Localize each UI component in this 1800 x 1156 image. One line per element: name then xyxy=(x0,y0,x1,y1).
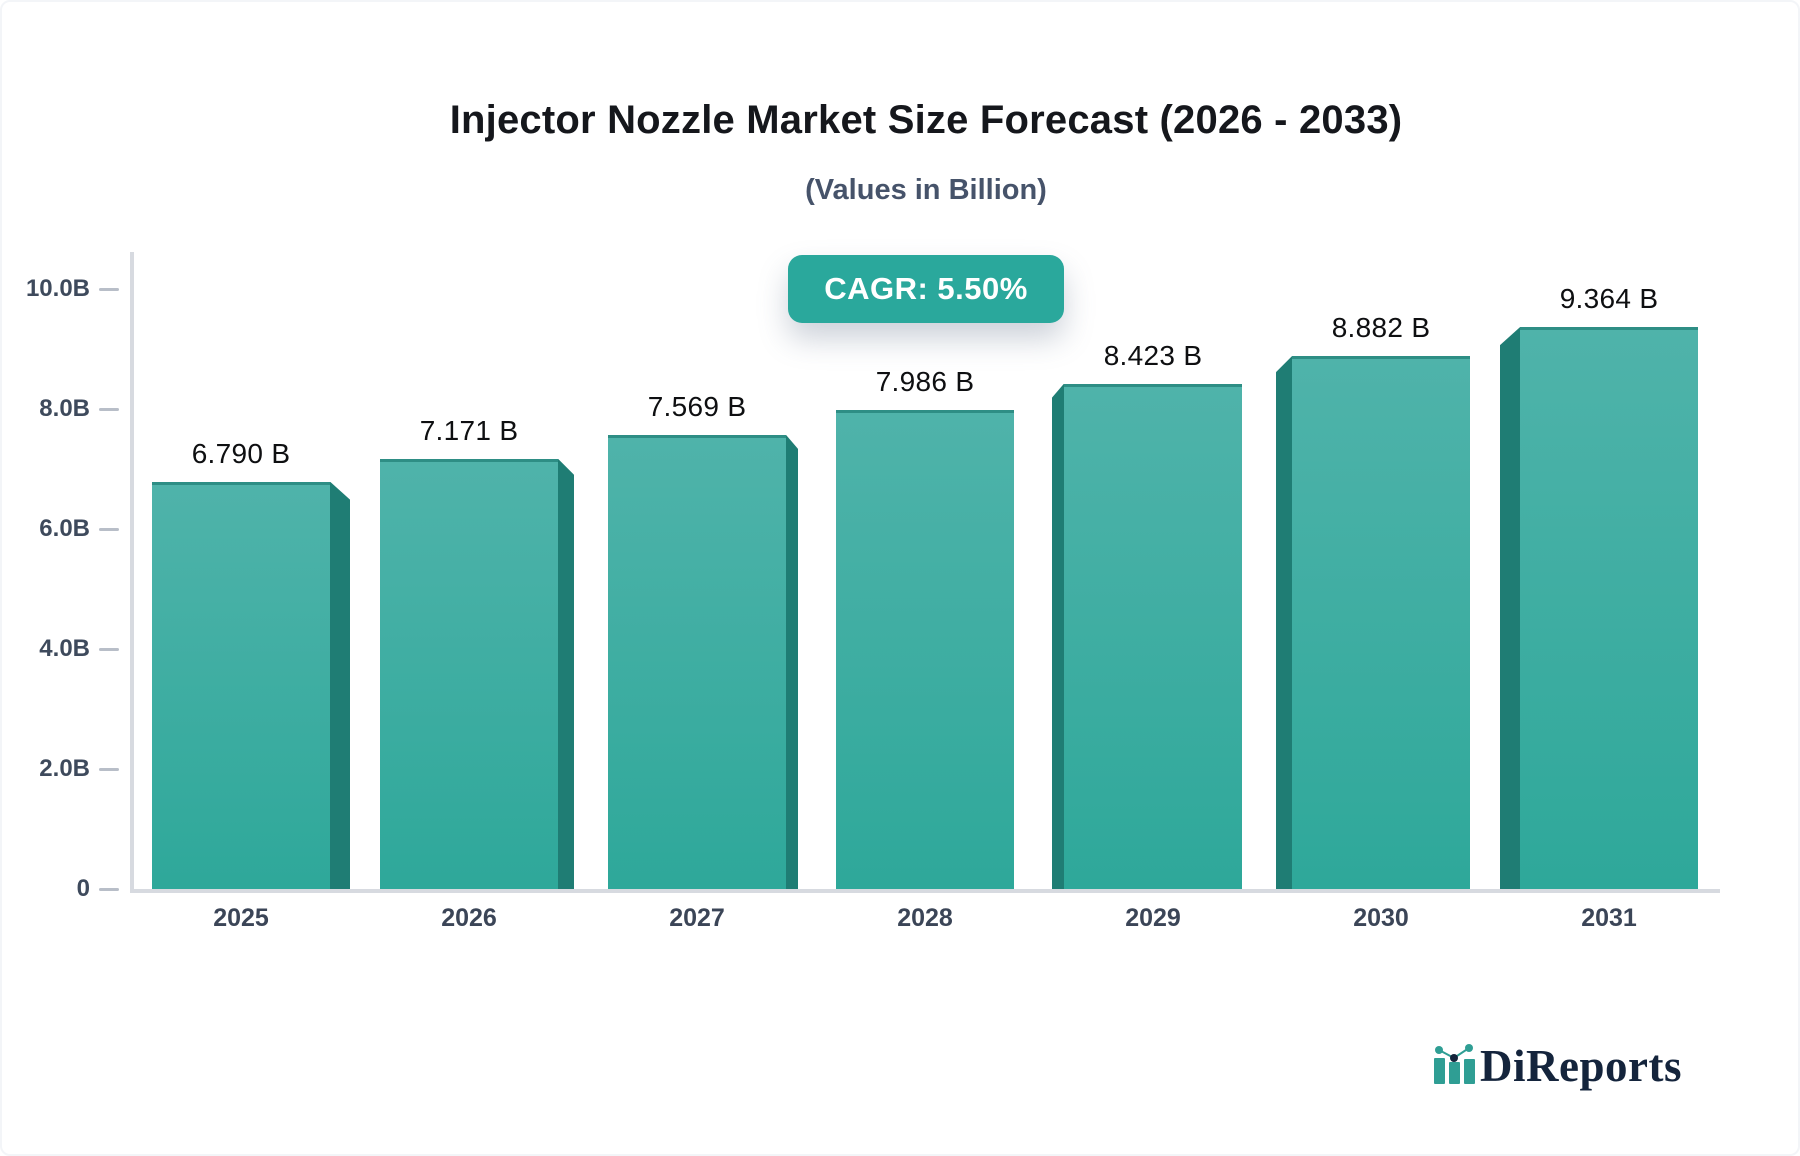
y-tick-label: 0 xyxy=(76,875,90,902)
y-tick-label: 10.0B xyxy=(25,275,90,302)
x-axis-label: 2027 xyxy=(669,904,725,932)
bar-2026 xyxy=(380,458,558,889)
cagr-badge: CAGR: 5.50% xyxy=(788,255,1064,323)
bar-value-label: 7.986 B xyxy=(875,365,975,397)
bar-value-label: 7.171 B xyxy=(419,414,519,446)
y-tick-mark xyxy=(99,288,119,291)
logo-text: DiReports xyxy=(1480,1041,1682,1091)
bar-2028 xyxy=(836,409,1014,889)
bar-2025 xyxy=(152,481,330,889)
bar-2030 xyxy=(1292,356,1470,889)
y-tick-label: 6.0B xyxy=(39,515,90,542)
bar-3d-side xyxy=(786,434,798,889)
y-tick-mark xyxy=(99,768,119,771)
y-axis-line xyxy=(130,252,134,893)
logo-bars-sparkline-icon xyxy=(1434,1044,1475,1084)
x-axis-label: 2028 xyxy=(897,904,953,932)
y-tick-mark xyxy=(99,888,119,891)
chart-title: Injector Nozzle Market Size Forecast (20… xyxy=(449,98,1403,142)
bar-value-label: 7.569 B xyxy=(647,390,747,422)
x-axis-label: 2026 xyxy=(441,904,497,932)
x-axis-label: 2031 xyxy=(1581,904,1637,932)
bar-3d-side xyxy=(1052,383,1064,889)
y-tick-label: 8.0B xyxy=(39,395,90,422)
bar-value-label: 8.882 B xyxy=(1331,312,1431,344)
bar-value-label: 8.423 B xyxy=(1103,339,1203,371)
bar-2027 xyxy=(608,434,786,889)
bar-2029 xyxy=(1064,383,1242,889)
bar-3d-side xyxy=(1500,327,1520,889)
y-tick-mark xyxy=(99,408,119,411)
x-axis-label: 2025 xyxy=(213,904,269,932)
bar-value-label: 6.790 B xyxy=(191,437,291,469)
y-tick-label: 2.0B xyxy=(39,755,90,782)
y-tick-label: 4.0B xyxy=(39,635,90,662)
y-tick-mark xyxy=(99,528,119,531)
bar-2031 xyxy=(1520,327,1698,889)
bar-3d-side xyxy=(1276,356,1292,889)
x-axis-label: 2030 xyxy=(1353,904,1409,932)
x-axis-line xyxy=(130,889,1720,893)
chart-subtitle: (Values in Billion) xyxy=(805,174,1047,206)
x-axis-label: 2029 xyxy=(1125,904,1181,932)
bar-value-label: 9.364 B xyxy=(1559,283,1659,315)
bar-3d-side xyxy=(330,481,350,889)
direports-logo: DiReports xyxy=(1434,1040,1704,1110)
y-tick-mark xyxy=(99,648,119,651)
bar-3d-side xyxy=(558,458,574,889)
